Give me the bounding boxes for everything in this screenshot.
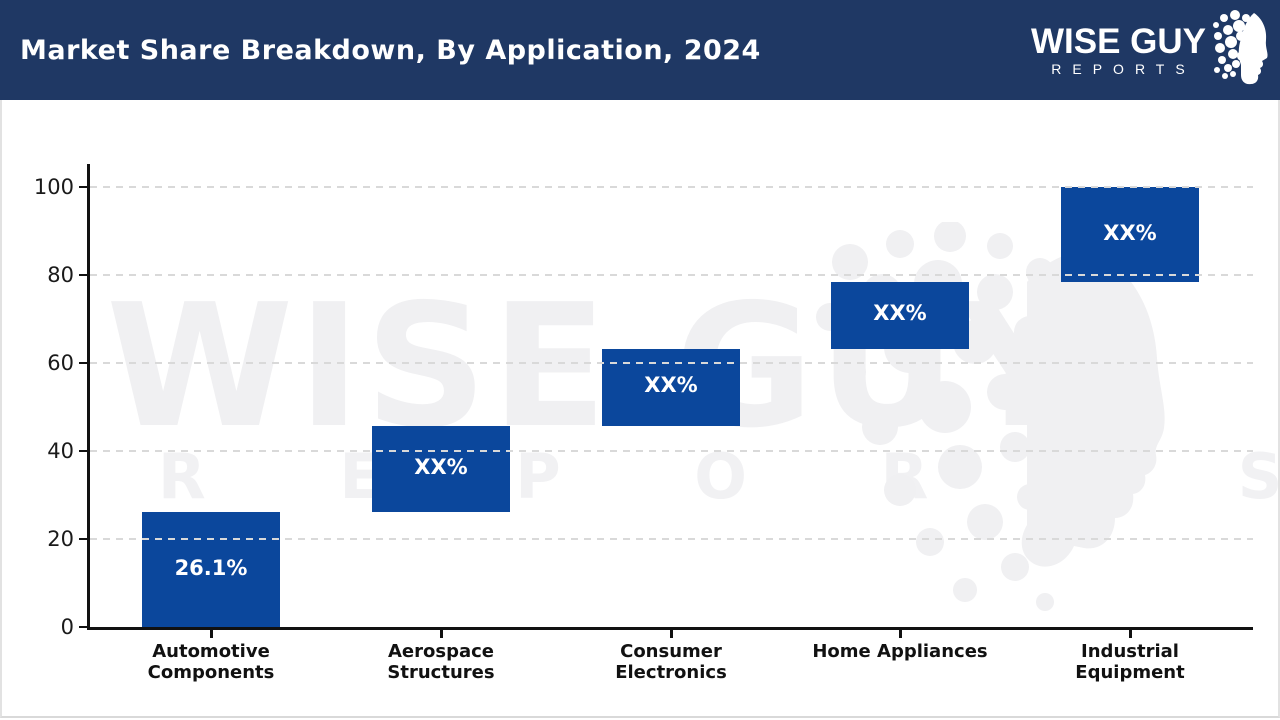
y-tick-label-80: 80 (47, 263, 74, 287)
x-axis-label-aerospace-structures: Aerospace Structures (387, 641, 495, 683)
gridline-40 (90, 450, 1253, 452)
header: Market Share Breakdown, By Application, … (0, 0, 1280, 100)
logo-text: WISE GUY REPORTS (1030, 21, 1206, 77)
y-tick-label-0: 0 (60, 615, 74, 639)
logo-wordmark: WISE GUY (1030, 21, 1206, 61)
x-axis-label-consumer-electronics: Consumer Electronics (615, 641, 727, 683)
y-tick-0 (79, 626, 90, 628)
bar-value-label-automotive-components: 26.1% (174, 555, 248, 580)
x-tick-aerospace-structures (440, 630, 443, 638)
x-axis-label-industrial-equipment: Industrial Equipment (1075, 641, 1185, 683)
bar-industrial-equipment (1061, 187, 1199, 283)
bar-consumer-electronics (602, 348, 740, 426)
x-tick-consumer-electronics (670, 630, 673, 638)
y-tick-40 (79, 450, 90, 452)
gridline-60 (90, 362, 1253, 364)
wiseguy-face-icon (1213, 10, 1268, 85)
bar-value-label-industrial-equipment: XX% (1103, 220, 1157, 245)
y-tick-label-20: 20 (47, 527, 74, 551)
bar-automotive-components (142, 512, 280, 627)
x-tick-industrial-equipment (1129, 630, 1132, 638)
y-tick-80 (79, 274, 90, 276)
wiseguy-logo: WISE GUY REPORTS (1031, 4, 1270, 96)
gridline-80 (90, 274, 1253, 276)
bar-value-label-consumer-electronics: XX% (644, 373, 698, 398)
x-tick-automotive-components (210, 630, 213, 638)
x-axis-label-automotive-components: Automotive Components (147, 641, 275, 683)
logo-subtitle: REPORTS (1051, 60, 1196, 77)
bar-home-appliances (831, 282, 969, 349)
bar-value-label-home-appliances: XX% (873, 301, 927, 326)
x-tick-home-appliances (899, 630, 902, 638)
y-tick-100 (79, 186, 90, 188)
bar-value-label-aerospace-structures: XX% (414, 455, 468, 480)
x-axis-line (87, 627, 1253, 630)
y-tick-label-60: 60 (47, 351, 74, 375)
y-tick-60 (79, 362, 90, 364)
chart-title: Market Share Breakdown, By Application, … (20, 34, 761, 66)
x-axis-label-home-appliances: Home Appliances (812, 641, 988, 662)
y-axis-line (87, 164, 90, 630)
gridline-20 (90, 538, 1253, 540)
y-tick-20 (79, 538, 90, 540)
bar-aerospace-structures (372, 425, 510, 513)
watermark-face-icon (816, 222, 1165, 611)
gridline-100 (90, 186, 1253, 188)
y-tick-label-40: 40 (47, 439, 74, 463)
y-tick-label-100: 100 (33, 175, 74, 199)
